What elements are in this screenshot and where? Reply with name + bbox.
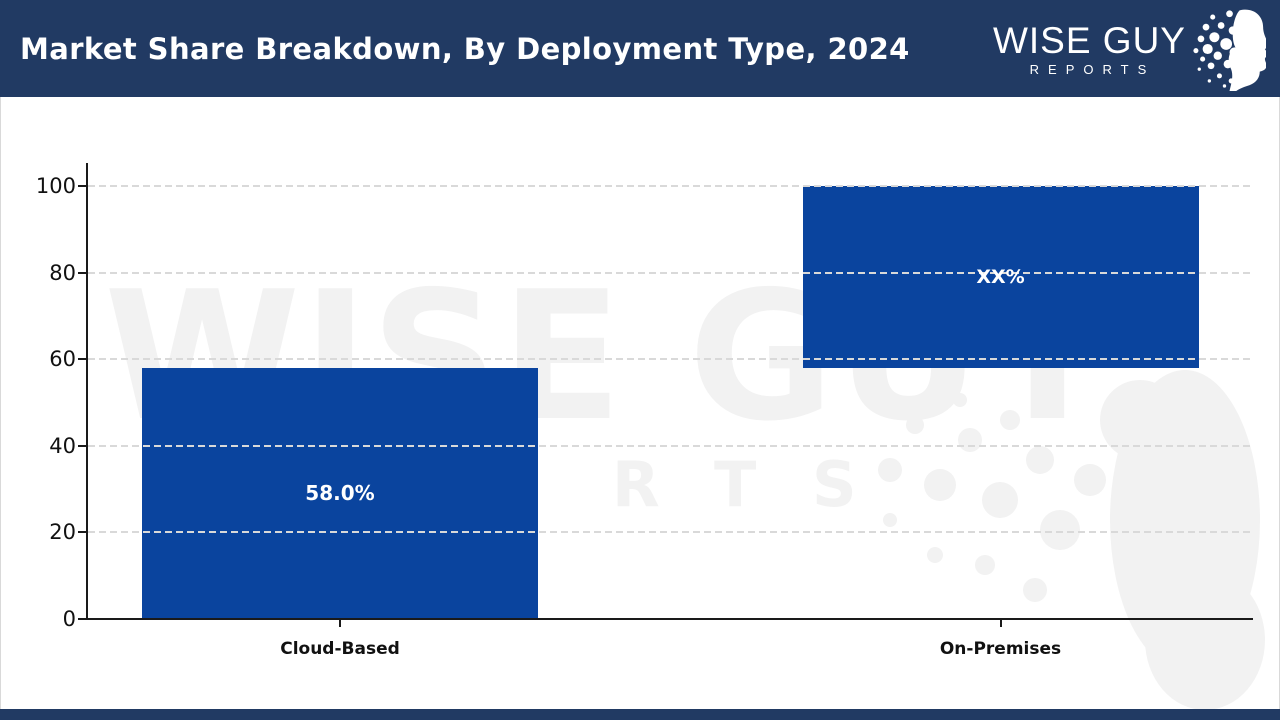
y-tick-label: 100 — [35, 174, 76, 199]
gridline — [88, 444, 1253, 447]
y-tick-label: 0 — [62, 606, 76, 631]
gridline — [88, 531, 1253, 534]
x-tick-mark — [339, 620, 341, 627]
watermark-letter-r: R — [612, 448, 660, 521]
gridline — [88, 358, 1253, 361]
y-tick-label: 20 — [49, 520, 76, 545]
watermark-letter-s: S — [812, 448, 857, 521]
x-axis-line — [85, 618, 1253, 620]
brand-subname: REPORTS — [1029, 61, 1156, 77]
gridline — [88, 185, 1253, 188]
left-border — [0, 97, 1, 720]
bar-on-premises — [802, 186, 1199, 368]
y-tick-mark — [78, 185, 87, 188]
footer-bar — [0, 709, 1280, 720]
brand-logo-text: WISE GUY REPORTS — [993, 22, 1186, 76]
dotted-face-logo-icon — [1193, 9, 1266, 91]
x-category-label: Cloud-Based — [280, 639, 400, 659]
y-tick-label: 80 — [49, 260, 76, 285]
watermark-letter-t: T — [714, 448, 757, 521]
header: Market Share Breakdown, By Deployment Ty… — [0, 0, 1280, 97]
brand-name: WISE GUY — [992, 19, 1186, 61]
bar-value-label: 58.0% — [305, 481, 375, 506]
y-axis-line — [86, 163, 88, 620]
x-tick-mark — [999, 620, 1002, 627]
y-tick-mark — [78, 358, 87, 361]
bar-cloud-based — [142, 367, 538, 619]
y-tick-label: 40 — [49, 433, 76, 458]
brand-logo: WISE GUY REPORTS — [993, 7, 1266, 91]
y-tick-mark — [78, 444, 87, 447]
y-tick-label: 60 — [49, 347, 76, 372]
y-tick-mark — [78, 531, 87, 534]
bar-value-label: XX% — [976, 265, 1025, 288]
x-category-label: On-Premises — [939, 639, 1062, 659]
y-tick-mark — [78, 271, 87, 274]
gridline — [88, 271, 1253, 274]
page-title: Market Share Breakdown, By Deployment Ty… — [20, 31, 910, 66]
y-tick-mark — [78, 617, 87, 620]
